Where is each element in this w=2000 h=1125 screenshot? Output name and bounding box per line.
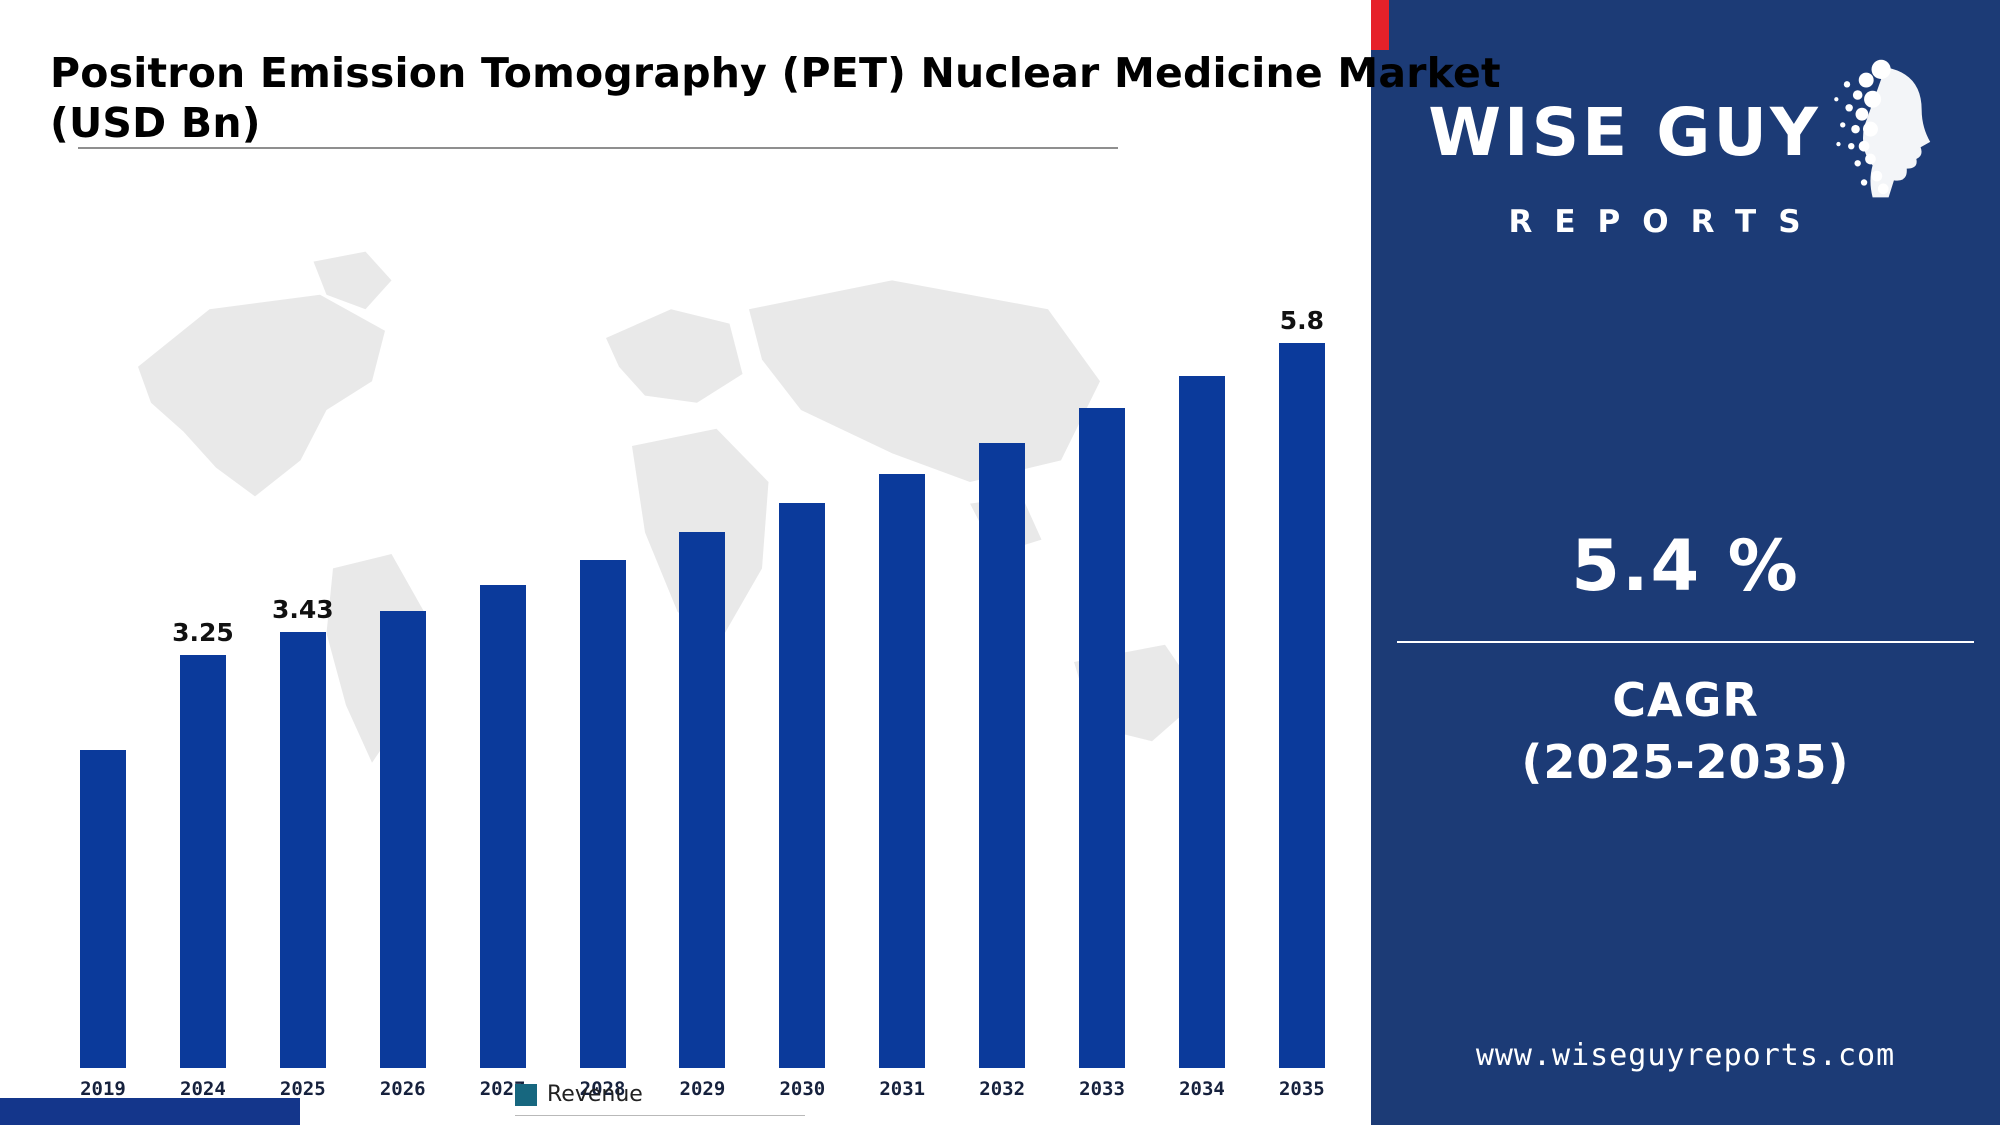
x-axis-tick-label: 2032 [979,1078,1026,1100]
cagr-divider [1397,641,1974,643]
bar-value-label: 5.8 [1279,306,1325,335]
logo-subtitle: REPORTS [1508,204,1823,240]
x-axis-tick-label: 2034 [1179,1078,1225,1100]
legend-swatch [515,1083,537,1106]
cagr-period: (2025-2035) [1521,735,1850,789]
bar [179,655,226,1068]
bar-group-2026: 2026 [355,300,451,1100]
bar-group-2033: 2033 [1054,300,1150,1100]
bar-group-2019: 2019 [55,300,151,1100]
bar-group-2031: 2031 [854,300,950,1100]
cagr-label: CAGR [1612,673,1759,727]
bar-value-label: 3.43 [271,595,334,624]
bars-row: 2019 3.25 2024 3.43 2025 2026 2027 2028 2029 2030… [55,300,1350,1100]
side-panel: WISE GUY [1371,0,2000,1125]
bar-group-2028: 2028 [555,300,651,1100]
x-axis-tick-label: 2019 [80,1078,126,1100]
bar-group-2032: 2032 [954,300,1050,1100]
x-axis-tick-label: 2024 [180,1078,226,1100]
x-axis-tick-label: 2025 [279,1078,326,1100]
bar [279,632,326,1068]
bar [579,560,626,1068]
bar [1079,408,1126,1068]
bar [979,443,1026,1068]
bar [1178,376,1225,1068]
x-axis-tick-label: 2027 [479,1078,526,1100]
x-axis-tick-label: 2030 [779,1078,826,1100]
bar-group-2025: 3.43 2025 [255,300,351,1100]
x-axis-tick-label: 2033 [1079,1078,1125,1100]
logo-wordmark: WISE GUY [1428,93,1821,171]
x-axis-tick-label: 2035 [1278,1078,1325,1100]
bar-group-2027: 2027 [455,300,551,1100]
x-axis-tick-label: 2028 [579,1078,626,1100]
bar [80,750,126,1068]
bar [679,532,726,1068]
bar-group-2024: 3.25 2024 [155,300,251,1100]
cagr-value: 5.4 % [1571,525,1800,607]
bar [1278,343,1325,1068]
x-axis-tick-label: 2031 [879,1078,926,1100]
bar [779,503,826,1068]
website-url: www.wiseguyreports.com [1475,1038,1896,1073]
dotted-head-icon [1833,59,1930,198]
page-title: Positron Emission Tomography (PET) Nucle… [50,49,1501,148]
x-axis-tick-label: 2026 [379,1078,426,1100]
bar [379,611,426,1068]
legend-label: Revenue [547,1082,643,1107]
bar [879,474,926,1068]
x-axis-tick-label: 2029 [679,1078,726,1100]
brand-logo: WISE GUY [1371,59,2000,240]
title-underline [78,147,1118,149]
bar-group-2034: 2034 [1154,300,1250,1100]
decorative-bottom-strip [0,1098,300,1125]
bar-group-2035: 5.8 2035 [1254,300,1350,1100]
bar [479,585,526,1068]
bar-group-2029: 2029 [654,300,750,1100]
red-accent-bar [1371,0,1389,50]
bar-chart: 2019 3.25 2024 3.43 2025 2026 2027 2028 2029 2030… [55,300,1350,1100]
bar-group-2030: 2030 [754,300,850,1100]
chart-legend: Revenue [515,1082,805,1116]
bar-value-label: 3.25 [172,618,234,647]
cagr-block: 5.4 % CAGR (2025-2035) [1371,525,2000,789]
